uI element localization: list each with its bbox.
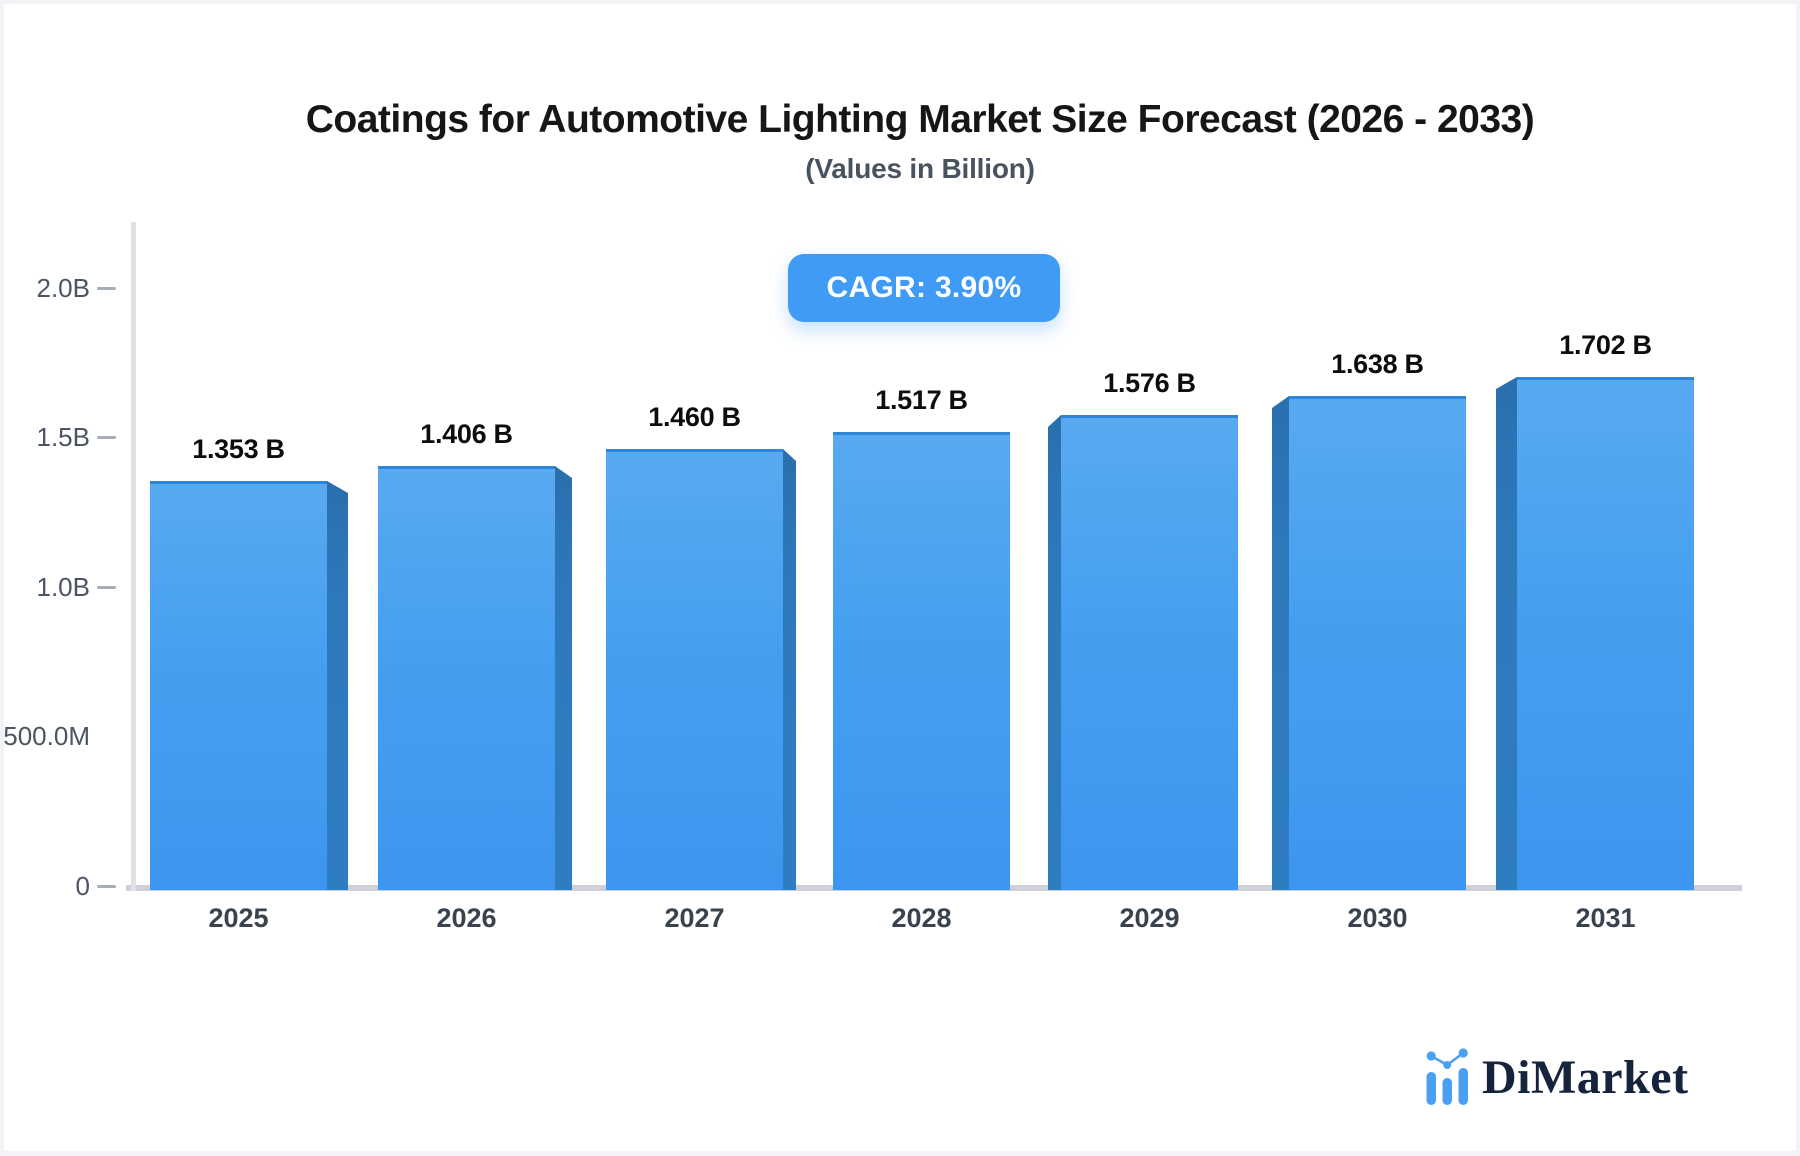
y-tick-label: 2.0B [36, 273, 91, 303]
dimarket-logo: DiMarket [1424, 1048, 1689, 1106]
bar-value-label: 1.638 B [1331, 349, 1424, 379]
cagr-badge: CAGR: 3.90% [788, 254, 1060, 322]
bar-value-label: 1.406 B [420, 419, 513, 449]
y-tick-label: 1.0B [36, 572, 91, 602]
bar-2031 [1517, 377, 1694, 890]
y-tick-mark [97, 436, 116, 439]
x-axis-label-2025: 2025 [208, 903, 269, 933]
bar-side-face [327, 481, 348, 890]
y-tick-mark [97, 586, 116, 589]
bar-value-label: 1.576 B [1103, 368, 1196, 398]
x-axis-label-2031: 2031 [1575, 903, 1636, 933]
bar-2026 [378, 466, 555, 890]
y-tick-mark [97, 287, 116, 290]
bar-side-face [1272, 396, 1289, 890]
cagr-badge-label: CAGR: 3.90% [826, 271, 1022, 304]
y-axis-line [131, 222, 136, 891]
bar-value-label: 1.353 B [192, 434, 285, 464]
bar-value-label: 1.702 B [1559, 330, 1652, 360]
y-tick-label: 0 [75, 871, 90, 901]
bar-side-face [783, 449, 796, 890]
bar-value-label: 1.517 B [875, 385, 968, 415]
bar-line-chart-icon [1426, 1048, 1468, 1105]
x-axis-label-2028: 2028 [891, 903, 952, 933]
y-tick-label: 1.5B [36, 422, 91, 452]
y-tick-mark [97, 885, 116, 888]
bar-value-label: 1.460 B [648, 402, 741, 432]
y-tick-label: 500.0M [3, 721, 90, 751]
bar-2030 [1289, 396, 1466, 890]
bar-2027 [606, 449, 783, 890]
bar-side-face [555, 466, 572, 890]
bar-2028 [833, 432, 1010, 890]
chart-title: Coatings for Automotive Lighting Market … [305, 98, 1535, 141]
chart-header: Coatings for Automotive Lighting Market … [40, 96, 1800, 185]
x-axis-label-2026: 2026 [436, 903, 497, 933]
x-axis-label-2027: 2027 [664, 903, 725, 933]
bar-side-face [1496, 377, 1517, 890]
chart-subtitle: (Values in Billion) [805, 153, 1035, 184]
bar-2025 [150, 481, 327, 890]
bar-2029 [1061, 415, 1238, 890]
logo-text: DiMarket [1482, 1051, 1689, 1104]
x-axis-label-2030: 2030 [1347, 903, 1408, 933]
bar-side-face [1048, 415, 1061, 890]
x-axis-label-2029: 2029 [1119, 903, 1180, 933]
